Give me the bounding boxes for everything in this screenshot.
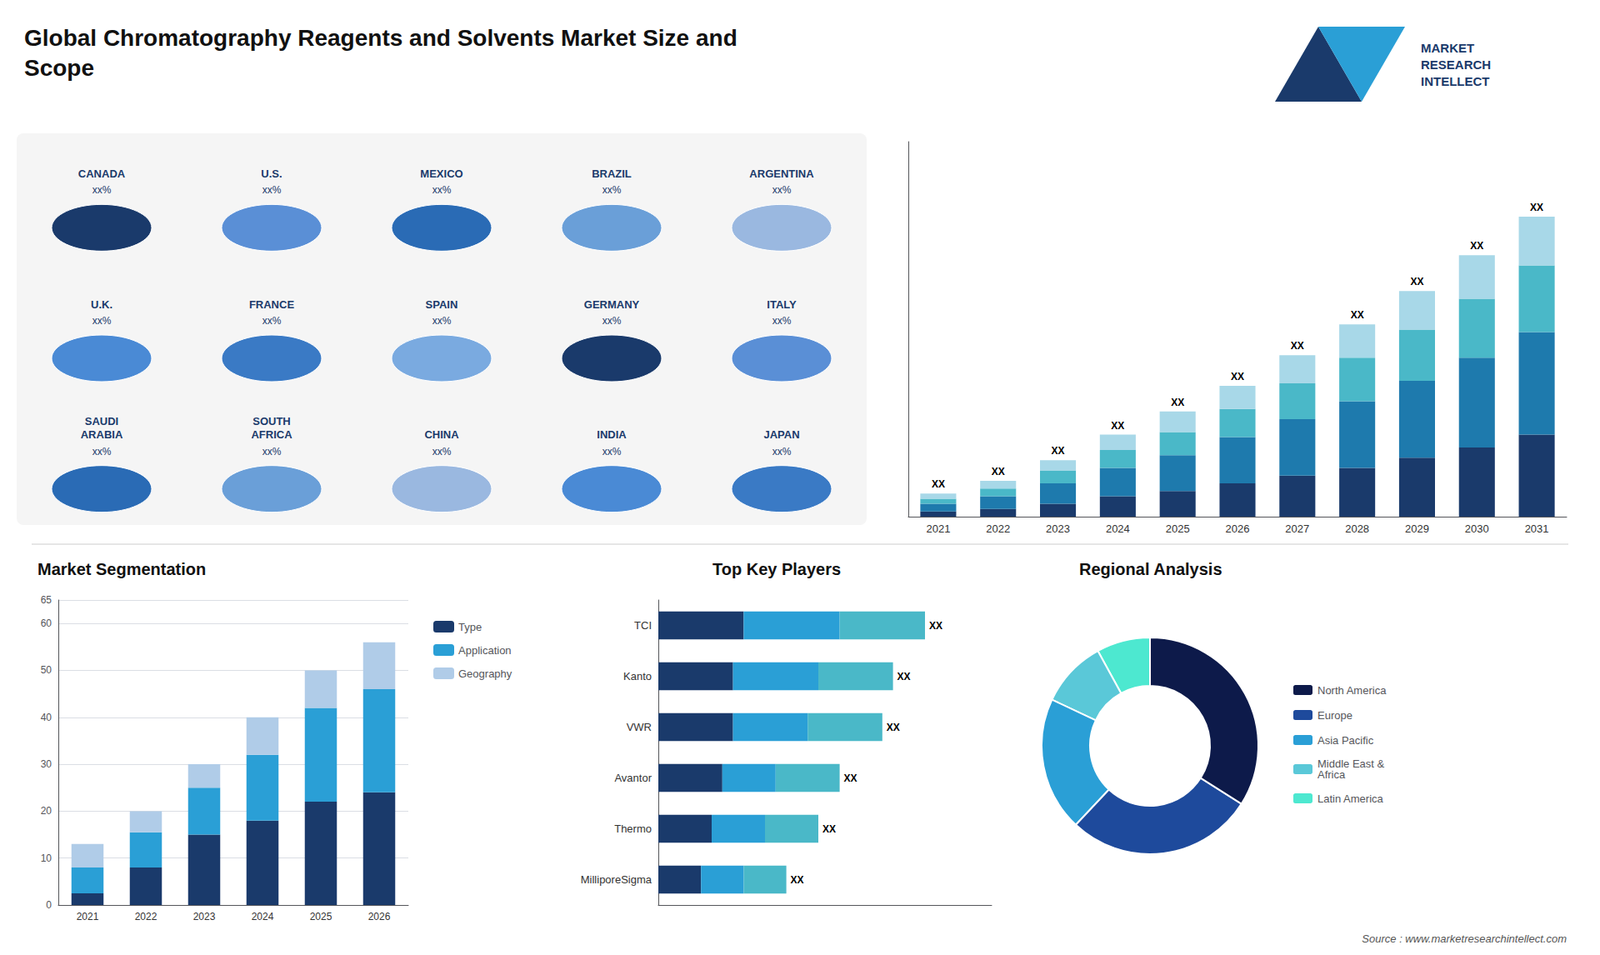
svg-text:xx%: xx% (772, 315, 792, 327)
svg-text:Source : www.marketresearchint: Source : www.marketresearchintellect.com (1361, 932, 1567, 945)
svg-text:TCI: TCI (634, 619, 652, 632)
svg-text:xx%: xx% (432, 184, 452, 196)
svg-text:2026: 2026 (368, 910, 391, 923)
svg-text:xx%: xx% (262, 315, 282, 327)
svg-text:Asia Pacific: Asia Pacific (1317, 734, 1375, 747)
svg-text:U.K.: U.K. (90, 298, 113, 311)
svg-text:JAPAN: JAPAN (763, 428, 800, 441)
svg-text:2026: 2026 (1225, 522, 1250, 535)
svg-text:Kanto: Kanto (623, 670, 652, 683)
svg-text:Scope: Scope (24, 55, 95, 81)
svg-text:XX: XX (991, 465, 1005, 478)
svg-text:Latin America: Latin America (1317, 792, 1385, 805)
svg-text:30: 30 (40, 758, 53, 770)
svg-text:XX: XX (1051, 445, 1065, 457)
svg-text:65: 65 (40, 594, 53, 606)
svg-text:xx%: xx% (602, 445, 622, 458)
svg-text:Thermo: Thermo (614, 822, 652, 835)
svg-text:2021: 2021 (76, 910, 100, 923)
svg-text:XX: XX (931, 478, 945, 490)
svg-text:2024: 2024 (1105, 522, 1130, 535)
svg-text:CHINA: CHINA (424, 428, 460, 441)
svg-text:XX: XX (1110, 420, 1125, 432)
svg-text:MEXICO: MEXICO (420, 167, 463, 180)
svg-text:Type: Type (458, 620, 482, 634)
svg-text:ITALY: ITALY (766, 298, 797, 311)
svg-text:Geography: Geography (458, 667, 513, 680)
svg-text:Application: Application (458, 644, 512, 657)
svg-text:xx%: xx% (602, 184, 622, 196)
svg-text:MARKET: MARKET (1420, 40, 1475, 55)
svg-text:xx%: xx% (432, 315, 452, 327)
svg-text:2029: 2029 (1405, 522, 1430, 535)
svg-text:XX: XX (1470, 240, 1484, 252)
svg-text:Middle East &: Middle East & (1317, 757, 1385, 770)
svg-text:50: 50 (40, 664, 53, 676)
svg-text:XX: XX (1410, 275, 1424, 288)
svg-text:2027: 2027 (1285, 522, 1310, 535)
svg-text:xx%: xx% (262, 184, 282, 196)
svg-text:XX: XX (790, 874, 805, 886)
svg-text:GERMANY: GERMANY (584, 298, 640, 311)
svg-text:xx%: xx% (92, 445, 112, 458)
svg-text:10: 10 (40, 852, 53, 865)
svg-text:Regional Analysis: Regional Analysis (1079, 560, 1223, 579)
svg-text:ARGENTINA: ARGENTINA (749, 167, 815, 180)
svg-text:2025: 2025 (310, 910, 333, 923)
svg-text:XX: XX (886, 721, 900, 734)
svg-text:60: 60 (40, 617, 53, 630)
svg-text:SOUTH: SOUTH (252, 415, 291, 428)
svg-text:SAUDI: SAUDI (85, 415, 119, 428)
svg-text:North America: North America (1317, 684, 1387, 697)
svg-text:2023: 2023 (1045, 522, 1070, 535)
svg-text:2025: 2025 (1165, 522, 1190, 535)
svg-text:2030: 2030 (1465, 522, 1490, 535)
svg-text:xx%: xx% (262, 445, 282, 458)
svg-text:2023: 2023 (193, 910, 216, 923)
svg-text:0: 0 (45, 899, 52, 911)
svg-text:XX: XX (897, 670, 911, 683)
svg-text:2021: 2021 (925, 522, 950, 535)
svg-text:Africa: Africa (1317, 768, 1346, 781)
svg-text:xx%: xx% (92, 315, 112, 327)
svg-text:MilliporeSigma: MilliporeSigma (580, 873, 653, 886)
svg-text:20: 20 (40, 805, 53, 817)
svg-text:XX: XX (1170, 396, 1185, 409)
svg-text:XX: XX (929, 620, 943, 632)
svg-text:40: 40 (40, 711, 53, 724)
svg-text:INDIA: INDIA (596, 428, 627, 441)
svg-text:U.S.: U.S. (260, 167, 282, 180)
svg-text:Avantor: Avantor (614, 771, 652, 785)
svg-text:INTELLECT: INTELLECT (1420, 74, 1490, 89)
svg-text:CANADA: CANADA (78, 167, 126, 180)
svg-text:xx%: xx% (92, 184, 112, 196)
svg-text:BRAZIL: BRAZIL (591, 167, 632, 180)
svg-text:2031: 2031 (1525, 522, 1550, 535)
svg-text:XX: XX (1230, 370, 1245, 383)
svg-text:XX: XX (1290, 340, 1305, 352)
svg-text:XX: XX (1350, 309, 1365, 321)
svg-text:xx%: xx% (772, 445, 792, 458)
svg-text:XX: XX (844, 772, 858, 785)
svg-text:2024: 2024 (251, 910, 275, 923)
svg-text:2028: 2028 (1345, 522, 1370, 535)
svg-text:Global Chromatography Reagents: Global Chromatography Reagents and Solve… (24, 25, 738, 51)
svg-text:RESEARCH: RESEARCH (1420, 57, 1491, 72)
svg-text:xx%: xx% (602, 315, 622, 327)
svg-text:xx%: xx% (432, 445, 452, 458)
svg-text:XX: XX (822, 823, 836, 835)
svg-text:VWR: VWR (626, 720, 652, 734)
svg-text:Market Segmentation: Market Segmentation (37, 560, 206, 579)
svg-text:XX: XX (1530, 201, 1544, 214)
svg-text:2022: 2022 (985, 522, 1010, 535)
svg-text:SPAIN: SPAIN (425, 298, 459, 311)
svg-text:ARABIA: ARABIA (80, 428, 124, 441)
svg-text:xx%: xx% (772, 184, 792, 196)
svg-text:Europe: Europe (1317, 709, 1353, 722)
svg-text:AFRICA: AFRICA (250, 428, 293, 441)
svg-text:Top Key Players: Top Key Players (712, 560, 841, 579)
svg-text:2022: 2022 (135, 910, 158, 923)
svg-text:FRANCE: FRANCE (249, 298, 295, 311)
